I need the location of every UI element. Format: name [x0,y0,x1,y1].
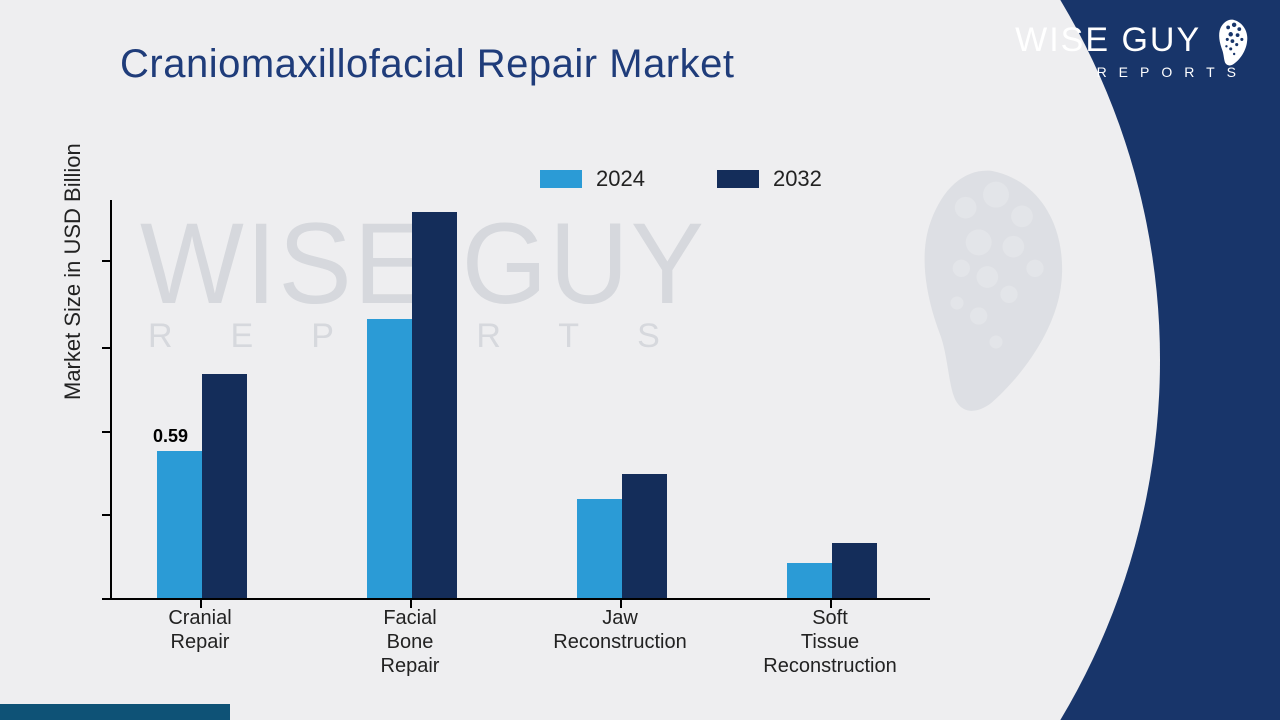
legend-label-2024: 2024 [596,166,645,192]
legend-swatch-2024 [540,170,582,188]
y-axis-label: Market Size in USD Billion [60,143,86,400]
chart-title: Craniomaxillofacial Repair Market [120,42,735,87]
bar [367,319,412,598]
bar [412,212,457,598]
bottom-strip [0,704,230,720]
legend: 2024 2032 [540,166,822,192]
brand-head-icon [1206,18,1252,66]
brand-logo: WISE GUY REPORTS [992,18,1252,80]
bar [202,374,247,598]
y-tick [102,260,110,262]
y-tick [102,347,110,349]
legend-item-2024: 2024 [540,166,645,192]
bar [157,451,202,598]
bar [832,543,877,598]
brand-main: WISE GUY [992,18,1252,66]
x-tick-label: CranialRepair [110,606,290,654]
legend-swatch-2032 [717,170,759,188]
y-tick [102,514,110,516]
y-tick [102,598,110,600]
chart-area: 0.59 [110,200,930,600]
plot-area: 0.59 [112,200,930,598]
bar [577,499,622,599]
legend-item-2032: 2032 [717,166,822,192]
bar-value-label: 0.59 [153,426,188,447]
x-tick-label: FacialBoneRepair [320,606,500,678]
y-tick [102,431,110,433]
page-root: WISE GUY REPORTS Craniomaxillofacial Rep… [0,0,1280,720]
x-tick-label: SoftTissueReconstruction [740,606,920,678]
brand-main-text: WISE GUY [1015,21,1200,59]
bar [622,474,667,598]
x-axis [110,598,930,600]
legend-label-2032: 2032 [773,166,822,192]
bar [787,563,832,598]
brand-sub: REPORTS [992,64,1252,80]
x-tick-label: JawReconstruction [530,606,710,654]
